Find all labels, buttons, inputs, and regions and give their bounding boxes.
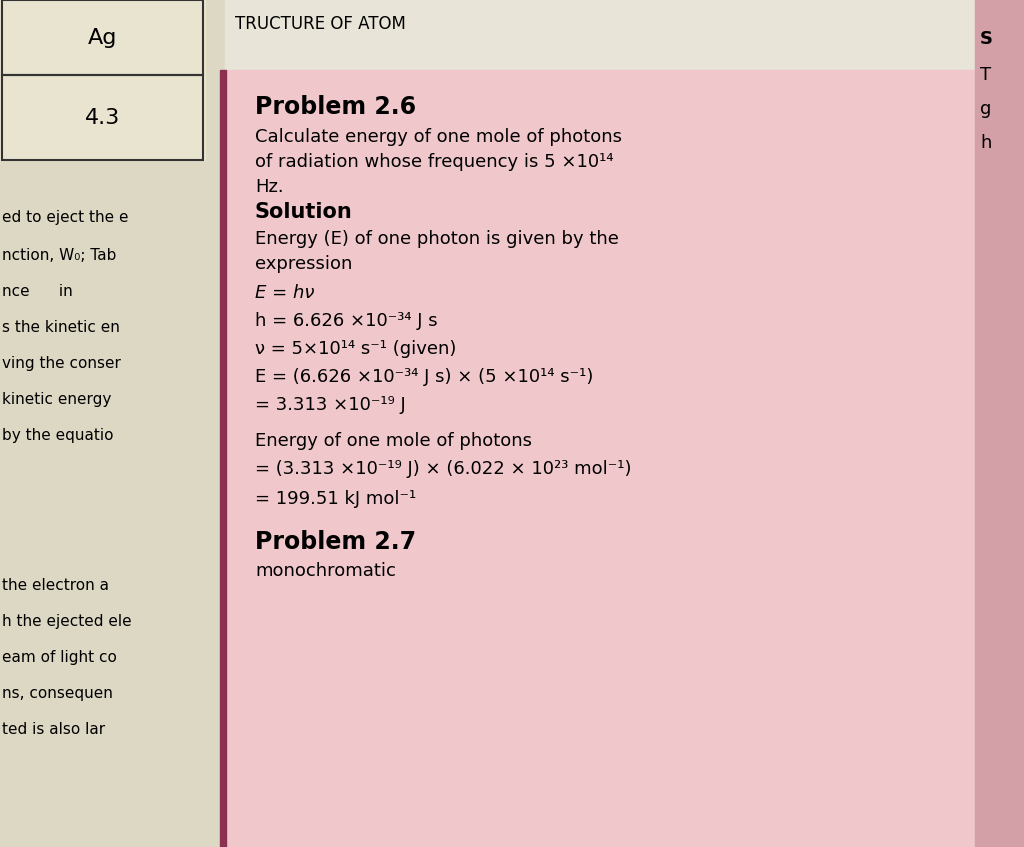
Text: nce      in: nce in [2,284,73,299]
Text: ns, consequen: ns, consequen [2,686,113,701]
Text: Problem 2.7: Problem 2.7 [255,530,416,554]
Text: S: S [980,30,993,48]
Text: E = hν: E = hν [255,284,314,302]
Text: Ag: Ag [88,27,117,47]
Bar [975,0,1024,847]
Text: h = 6.626 ×10⁻³⁴ J s: h = 6.626 ×10⁻³⁴ J s [255,312,437,330]
Text: Problem 2.6: Problem 2.6 [255,95,416,119]
Bar [225,0,975,70]
Text: Solution: Solution [255,202,352,222]
Text: s the kinetic en: s the kinetic en [2,320,120,335]
Bar [2,75,203,160]
Bar [220,70,226,847]
Text: Energy of one mole of photons: Energy of one mole of photons [255,432,532,450]
Text: by the equatio: by the equatio [2,428,114,443]
Text: = 199.51 kJ mol⁻¹: = 199.51 kJ mol⁻¹ [255,490,416,508]
Text: g: g [980,100,991,118]
Text: h the ejected ele: h the ejected ele [2,614,132,629]
Text: eam of light co: eam of light co [2,650,117,665]
Text: kinetic energy: kinetic energy [2,392,112,407]
Text: = 3.313 ×10⁻¹⁹ J: = 3.313 ×10⁻¹⁹ J [255,396,406,414]
Text: ted is also lar: ted is also lar [2,722,105,737]
Text: ν = 5×10¹⁴ s⁻¹ (given): ν = 5×10¹⁴ s⁻¹ (given) [255,340,457,358]
Text: = (3.313 ×10⁻¹⁹ J) × (6.022 × 10²³ mol⁻¹): = (3.313 ×10⁻¹⁹ J) × (6.022 × 10²³ mol⁻¹… [255,460,632,478]
Text: 4.3: 4.3 [85,108,120,128]
Text: expression: expression [255,255,352,273]
Text: the electron a: the electron a [2,578,109,593]
Text: TRUCTURE OF ATOM: TRUCTURE OF ATOM [234,15,406,33]
Text: Hz.: Hz. [255,178,284,196]
Text: monochromatic: monochromatic [255,562,396,580]
Bar [2,0,203,75]
Bar [225,70,975,847]
Text: E = (6.626 ×10⁻³⁴ J s) × (5 ×10¹⁴ s⁻¹): E = (6.626 ×10⁻³⁴ J s) × (5 ×10¹⁴ s⁻¹) [255,368,593,386]
Bar [0,0,205,160]
Text: Energy (E) of one photon is given by the: Energy (E) of one photon is given by the [255,230,618,248]
Text: of radiation whose frequency is 5 ×10¹⁴: of radiation whose frequency is 5 ×10¹⁴ [255,153,613,171]
Text: Calculate energy of one mole of photons: Calculate energy of one mole of photons [255,128,622,146]
Text: T: T [980,66,991,84]
Text: nction, W₀; Tab: nction, W₀; Tab [2,248,117,263]
Text: ed to eject the e: ed to eject the e [2,210,128,225]
Bar [0,0,225,847]
Text: h: h [980,134,991,152]
Text: ving the conser: ving the conser [2,356,121,371]
